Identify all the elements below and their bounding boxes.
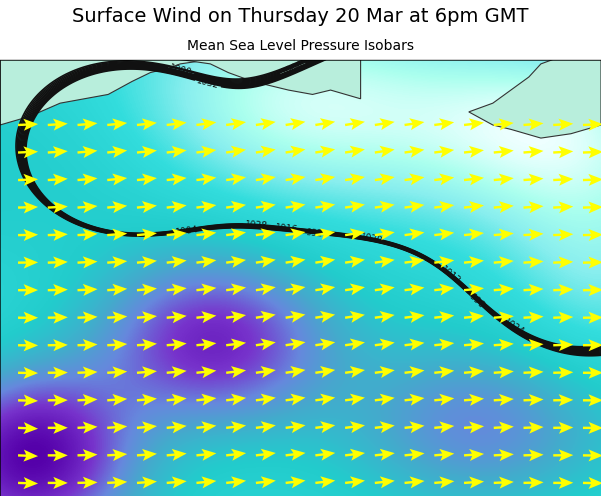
Text: 1000: 1000 <box>169 63 194 77</box>
Text: Mean Sea Level Pressure Isobars: Mean Sea Level Pressure Isobars <box>187 39 414 54</box>
Polygon shape <box>180 60 361 99</box>
Text: 1004: 1004 <box>175 225 199 237</box>
Text: 1008: 1008 <box>281 60 305 77</box>
Polygon shape <box>469 60 601 138</box>
Text: 1028: 1028 <box>245 220 269 230</box>
Text: 1032: 1032 <box>196 76 220 91</box>
Text: 1024: 1024 <box>501 316 525 336</box>
Text: 1012: 1012 <box>438 264 462 286</box>
Polygon shape <box>0 60 210 125</box>
Text: 1016: 1016 <box>275 223 299 235</box>
Text: 996: 996 <box>468 292 486 310</box>
Text: 1020: 1020 <box>359 232 383 246</box>
Text: 992: 992 <box>305 228 323 239</box>
Text: Surface Wind on Thursday 20 Mar at 6pm GMT: Surface Wind on Thursday 20 Mar at 6pm G… <box>72 7 529 26</box>
